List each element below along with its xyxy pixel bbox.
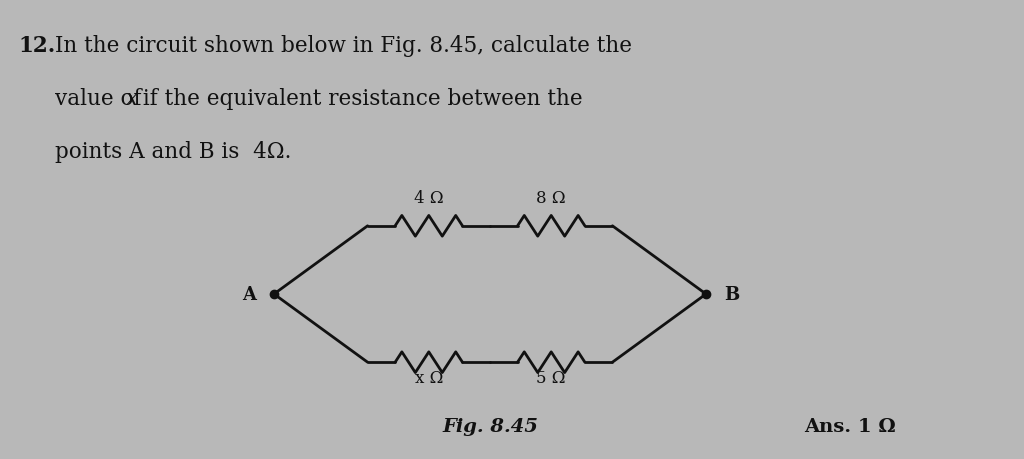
Text: 8 Ω: 8 Ω bbox=[537, 190, 566, 207]
Text: points A and B is  4Ω.: points A and B is 4Ω. bbox=[55, 141, 292, 162]
Text: A: A bbox=[242, 285, 256, 303]
Text: x Ω: x Ω bbox=[415, 369, 443, 386]
Text: B: B bbox=[724, 285, 739, 303]
Text: In the circuit shown below in Fig. 8.45, calculate the: In the circuit shown below in Fig. 8.45,… bbox=[55, 35, 632, 57]
Text: 5 Ω: 5 Ω bbox=[537, 369, 566, 386]
Text: if the equivalent resistance between the: if the equivalent resistance between the bbox=[135, 88, 582, 110]
Text: Ans. 1 Ω: Ans. 1 Ω bbox=[804, 417, 896, 435]
Text: value of: value of bbox=[55, 88, 148, 110]
Text: x: x bbox=[126, 88, 137, 110]
Text: 12.: 12. bbox=[18, 35, 55, 57]
Text: 4 Ω: 4 Ω bbox=[414, 190, 443, 207]
Text: Fig. 8.45: Fig. 8.45 bbox=[442, 417, 538, 435]
